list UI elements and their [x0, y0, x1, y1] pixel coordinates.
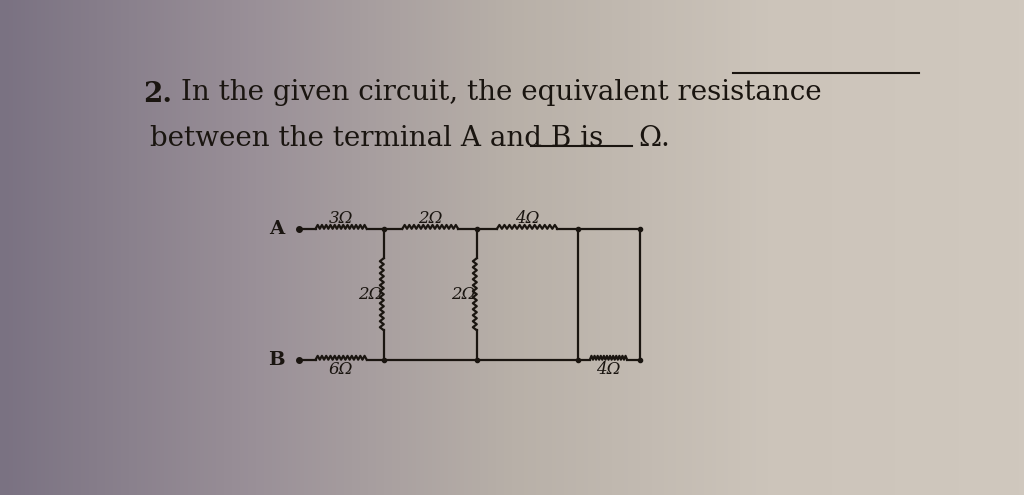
Text: In the given circuit, the equivalent resistance: In the given circuit, the equivalent res…: [180, 79, 821, 105]
Text: 4Ω: 4Ω: [596, 361, 621, 378]
Text: A: A: [269, 220, 285, 238]
Text: 6Ω: 6Ω: [329, 361, 353, 378]
Text: B: B: [268, 350, 285, 369]
Text: 2Ω: 2Ω: [451, 286, 475, 303]
Text: 3Ω: 3Ω: [329, 210, 353, 227]
Text: between the terminal A and B is: between the terminal A and B is: [150, 125, 603, 152]
Text: 2Ω: 2Ω: [418, 210, 442, 227]
Text: 4Ω: 4Ω: [515, 210, 540, 227]
Text: 2Ω: 2Ω: [357, 286, 382, 303]
Text: Ω.: Ω.: [638, 125, 670, 152]
Text: 2.: 2.: [143, 81, 172, 108]
